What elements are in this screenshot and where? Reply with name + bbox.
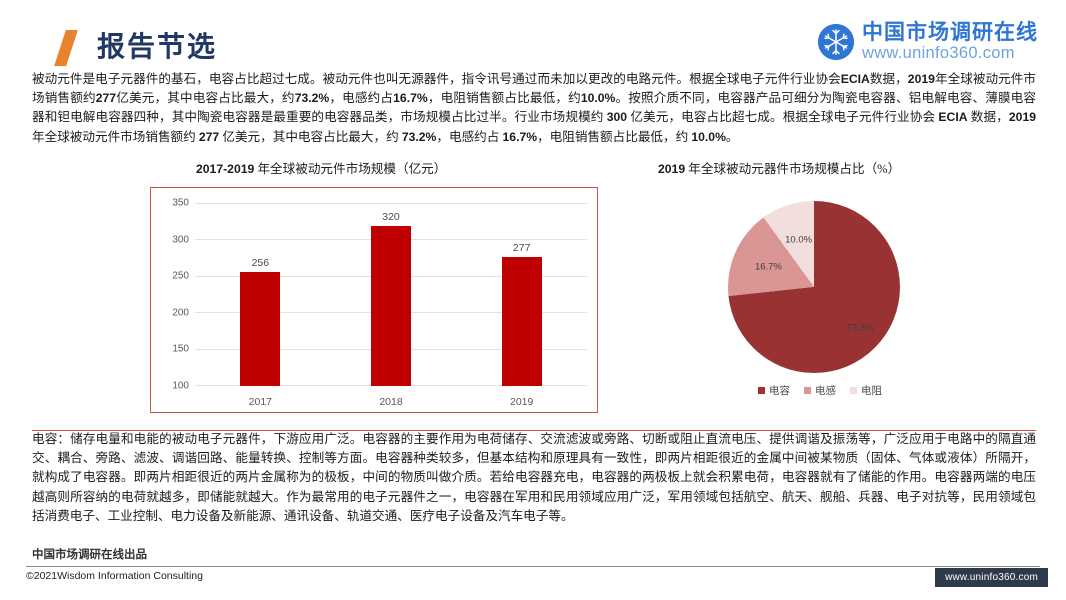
bottom-paragraph-text: 电容：储存电量和电能的被动电子元器件，下游应用广泛。电容器的主要作用为电荷储存、… xyxy=(32,432,1036,523)
y-axis-tick-label: 150 xyxy=(172,343,189,355)
top-paragraph-text: 被动元件是电子元器件的基石，电容占比超过七成。被动元件也叫无源器件，指令讯号通过… xyxy=(32,72,1037,144)
bar-chart-title: 2017-2019 年全球被动元件市场规模（亿元） xyxy=(196,162,447,176)
section-divider xyxy=(32,430,1036,431)
pie-chart-title: 2019 年全球被动元器件市场规模占比（%） xyxy=(658,162,901,176)
bottom-paragraph: 电容：储存电量和电能的被动电子元器件，下游应用广泛。电容器的主要作用为电荷储存、… xyxy=(32,430,1036,526)
page-title: 报告节选 xyxy=(97,31,218,62)
legend-label: 电阻 xyxy=(861,385,882,397)
legend-swatch-icon xyxy=(758,387,765,394)
legend-label: 电感 xyxy=(815,385,836,397)
legend-label: 电容 xyxy=(769,385,790,397)
page-header: 报告节选 xyxy=(0,0,1066,70)
y-axis-tick-label: 350 xyxy=(172,197,189,209)
y-axis-tick-label: 100 xyxy=(172,380,189,392)
legend-item[interactable]: 电感 xyxy=(804,383,836,398)
gridline: 350 xyxy=(172,198,587,209)
y-axis-tick-label: 200 xyxy=(172,307,189,319)
bar[interactable] xyxy=(240,272,281,386)
legend-item[interactable]: 电阻 xyxy=(850,383,882,398)
footer-divider xyxy=(26,566,1040,567)
legend-item[interactable]: 电容 xyxy=(758,383,790,398)
bar-chart-panel: 2017-2019 年全球被动元件市场规模（亿元） 100 150 200 250 30… xyxy=(150,158,610,413)
y-axis-tick-label: 300 xyxy=(172,234,189,246)
brand-url[interactable]: www.uninfo360.com xyxy=(862,44,1015,62)
pie-chart[interactable]: 73.3% 16.7% 10.0% 电容 电感 电阻 xyxy=(620,183,1020,413)
accent-slash-icon xyxy=(54,30,78,66)
brand-name: 中国市场调研在线 xyxy=(862,21,1038,44)
brand-text: 中国市场调研在线 www.uninfo360.com xyxy=(862,22,1038,62)
pie-chart-disc xyxy=(728,201,900,373)
footer-site-chip[interactable]: www.uninfo360.com xyxy=(935,568,1048,587)
y-axis-tick-label: 250 xyxy=(172,270,189,282)
x-axis-tick-label: 2018 xyxy=(379,396,403,408)
bar-chart[interactable]: 100 150 200 250 300 350 256 2017 320 2018 277 2019 xyxy=(150,187,598,413)
top-paragraph: 被动元件是电子元器件的基石，电容占比超过七成。被动元件也叫无源器件，指令讯号通过… xyxy=(32,70,1036,147)
bar-value-label: 320 xyxy=(382,210,400,223)
pie-slice-label: 73.3% xyxy=(846,322,874,334)
charts-row: 2017-2019 年全球被动元件市场规模（亿元） 100 150 200 250 30… xyxy=(0,158,1066,430)
footer-copyright: ©2021Wisdom Information Consulting xyxy=(26,570,203,582)
x-axis-tick-label: 2017 xyxy=(248,396,273,408)
bar-value-label: 256 xyxy=(251,257,270,270)
legend-swatch-icon xyxy=(850,387,857,394)
brand-logo[interactable]: 中国市场调研在线 www.uninfo360.com xyxy=(818,22,1038,62)
footer-source: 中国市场调研在线出品 xyxy=(32,549,147,561)
legend-swatch-icon xyxy=(804,387,811,394)
bar-chart-plot-area: 100 150 200 250 300 350 256 2017 320 2018 277 2019 xyxy=(172,198,587,408)
pie-slice-label: 10.0% xyxy=(785,234,813,246)
x-axis-tick-label: 2019 xyxy=(509,396,534,408)
bar-value-label: 277 xyxy=(512,242,531,255)
pie-slice-label: 16.7% xyxy=(754,261,782,273)
pie-chart-panel: 2019 年全球被动元器件市场规模占比（%） 73.3% 16.7% 10.0% 电… xyxy=(620,158,1030,413)
snowflake-logo-icon xyxy=(818,23,854,60)
bar[interactable] xyxy=(501,257,542,386)
pie-chart-legend[interactable]: 电容 电感 电阻 xyxy=(620,383,1020,398)
bar[interactable] xyxy=(371,225,411,386)
